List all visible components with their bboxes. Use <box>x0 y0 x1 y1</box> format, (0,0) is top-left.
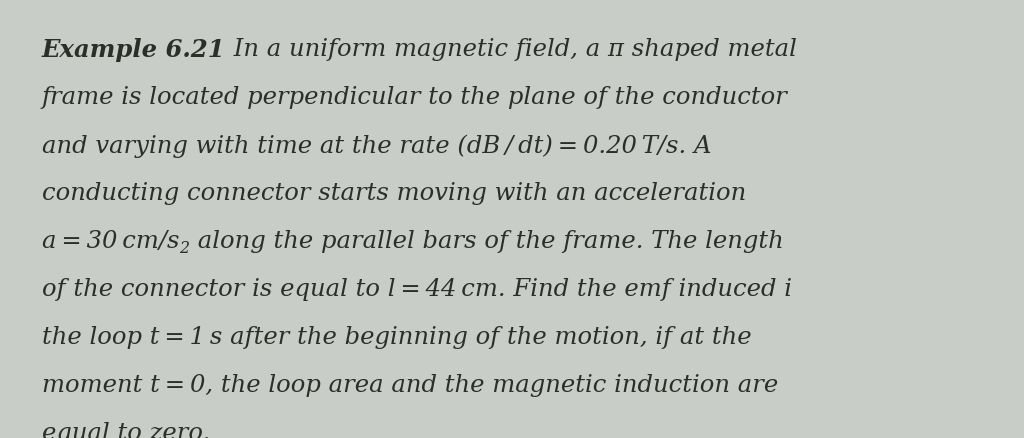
Text: conducting connector starts moving with an acceleration: conducting connector starts moving with … <box>42 182 746 205</box>
Text: 2: 2 <box>179 240 189 257</box>
Text: the loop t = 1 s after the beginning of the motion, if at the: the loop t = 1 s after the beginning of … <box>42 326 752 349</box>
Text: Example 6.21: Example 6.21 <box>42 38 225 62</box>
Text: of the connector is equal to l = 44 cm. Find the emf induced i: of the connector is equal to l = 44 cm. … <box>42 278 792 301</box>
Text: frame is located perpendicular to the plane of the conductor: frame is located perpendicular to the pl… <box>42 86 787 109</box>
Text: In a uniform magnetic field, a π shaped metal: In a uniform magnetic field, a π shaped … <box>225 38 797 61</box>
Text: moment t = 0, the loop area and the magnetic induction are: moment t = 0, the loop area and the magn… <box>42 374 778 397</box>
Text: a = 30 cm/s: a = 30 cm/s <box>42 230 179 253</box>
Text: along the parallel bars of the frame. The length: along the parallel bars of the frame. Th… <box>189 230 783 253</box>
Text: and varying with time at the rate (dB / dt) = 0.20 T/s. A: and varying with time at the rate (dB / … <box>42 134 712 158</box>
Text: equal to zero.: equal to zero. <box>42 422 210 438</box>
